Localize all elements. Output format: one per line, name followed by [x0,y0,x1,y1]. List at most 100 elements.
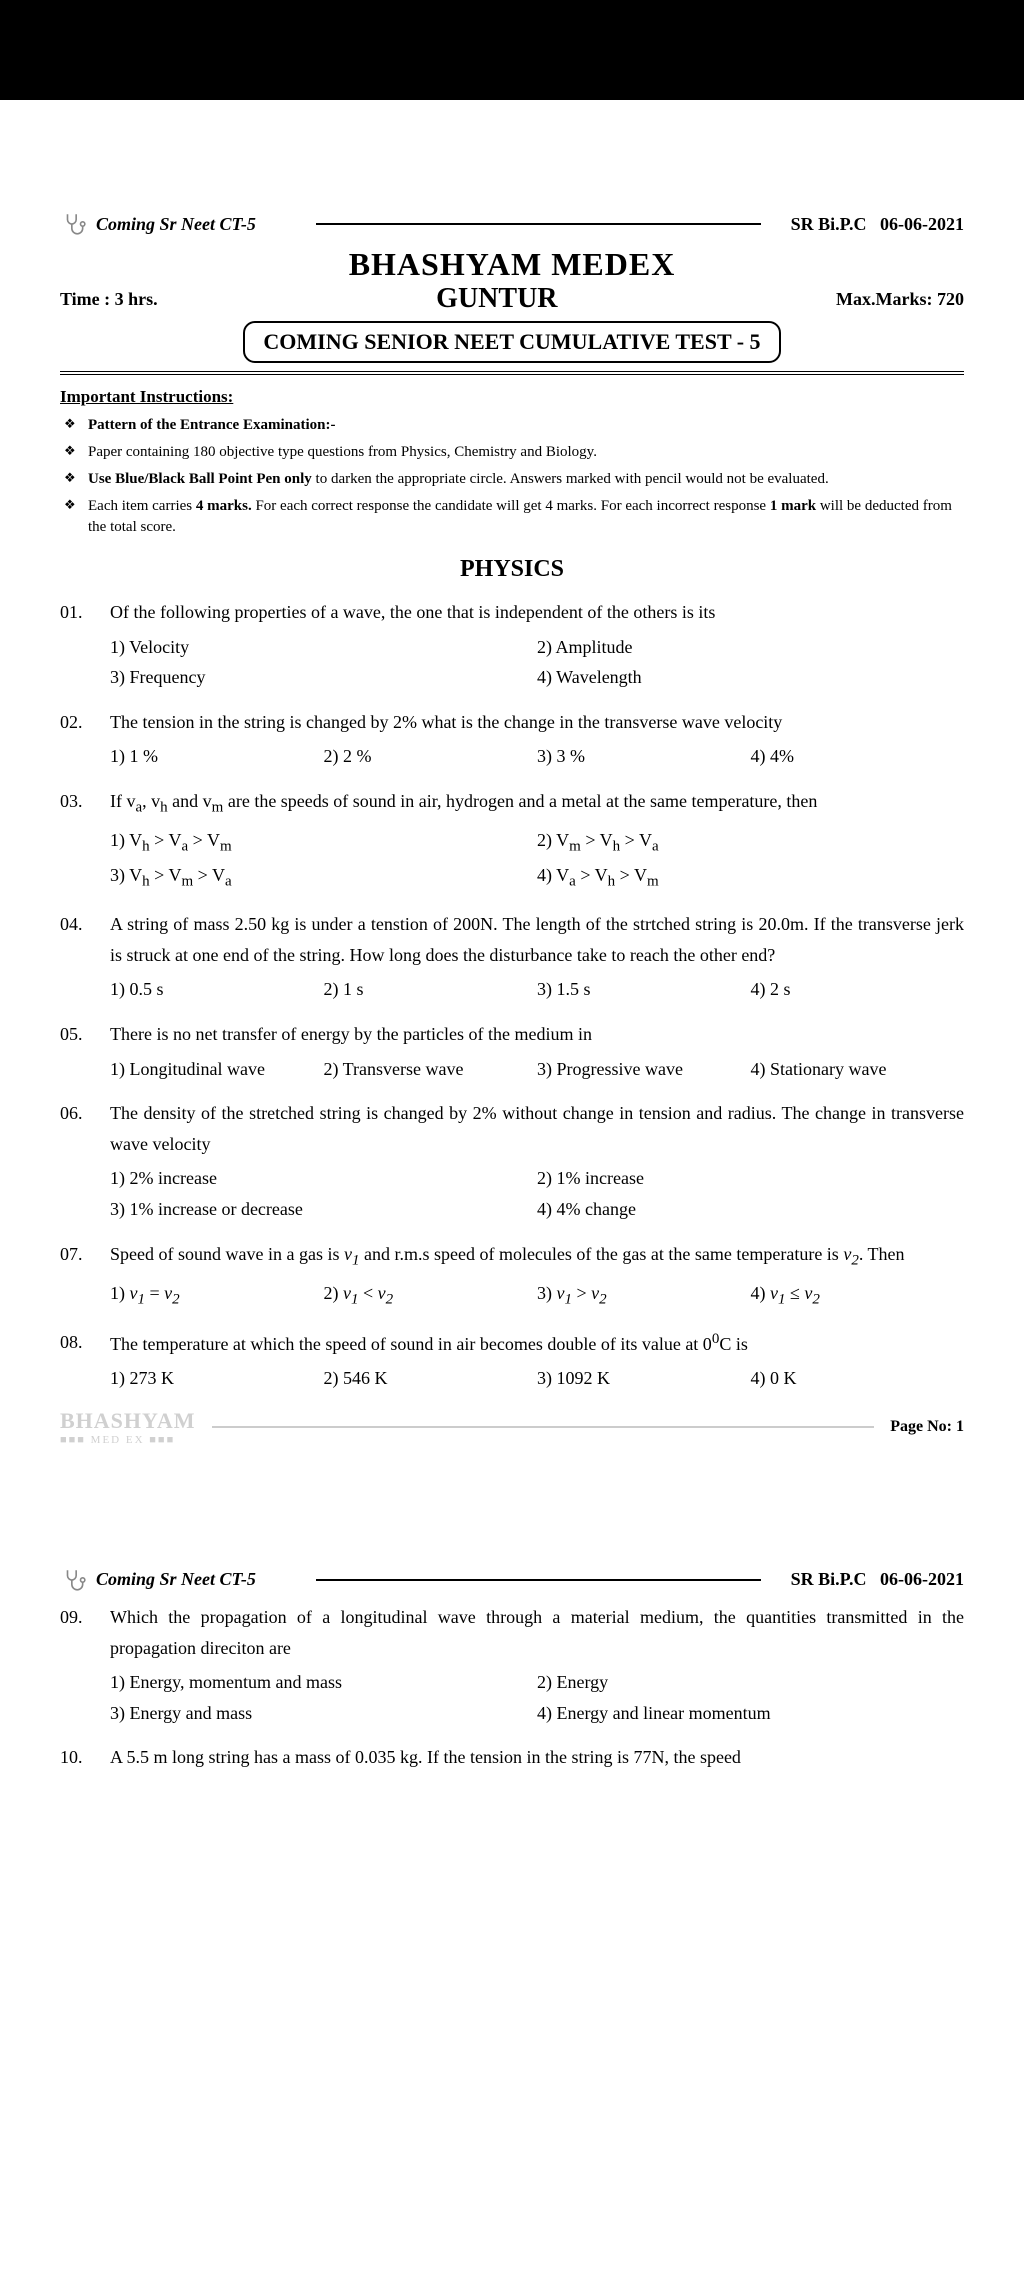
option: 4) Wavelength [537,662,964,693]
option: 3) 1092 K [537,1363,751,1394]
options-row: 1) v1 = v22) v1 < v23) v1 > v24) v1 ≤ v2 [110,1278,964,1313]
option: 3) v1 > v2 [537,1278,751,1313]
question-number: 07. [60,1239,110,1313]
option: 2) Energy [537,1667,964,1698]
header-right: SR Bi.P.C 06-06-2021 [791,1569,964,1590]
option: 2) 2 % [324,741,538,772]
instruction-text: Paper containing 180 objective type ques… [88,444,597,460]
question-body: A string of mass 2.50 kg is under a tens… [110,909,964,1005]
institution-title: BHASHYAM MEDEX [60,246,964,283]
question-number: 01. [60,597,110,693]
question-number: 05. [60,1019,110,1084]
section-title: PHYSICS [60,556,964,583]
question-text: The density of the stretched string is c… [110,1098,964,1159]
question-body: Which the propagation of a longitudinal … [110,1602,964,1728]
option: 1) Longitudinal wave [110,1054,324,1085]
page-gap [0,1476,1024,1556]
option: 4) 0 K [751,1363,965,1394]
instruction-text: For each correct response the candidate … [252,498,770,514]
option: 2) 546 K [324,1363,538,1394]
question: 04.A string of mass 2.50 kg is under a t… [60,909,964,1005]
question-number: 06. [60,1098,110,1224]
option: 3) 1% increase or decrease [110,1194,537,1225]
option: 1) v1 = v2 [110,1278,324,1313]
question: 05.There is no net transfer of energy by… [60,1019,964,1084]
question-body: The temperature at which the speed of so… [110,1327,964,1394]
header-code: SR Bi.P.C [791,1569,867,1589]
test-title: COMING SENIOR NEET CUMULATIVE TEST - 5 [243,321,780,363]
option: 4) Va > Vh > Vm [537,860,964,895]
option: 1) 273 K [110,1363,324,1394]
options-row: 1) 1 %2) 2 %3) 3 %4) 4% [110,741,964,772]
option: 3) Progressive wave [537,1054,751,1085]
top-black-band [0,0,1024,100]
option: 2) Transverse wave [324,1054,538,1085]
questions-container: 01.Of the following properties of a wave… [60,597,964,1394]
instructions-title: Important Instructions: [60,387,964,407]
max-marks-label: Max.Marks: 720 [836,289,964,310]
footer-line [212,1426,875,1428]
question-number: 03. [60,786,110,895]
question-text: Of the following properties of a wave, t… [110,597,964,628]
header-date: 06-06-2021 [880,214,964,234]
question-text: A string of mass 2.50 kg is under a tens… [110,909,964,970]
option: 2) 1 s [324,974,538,1005]
question-body: Of the following properties of a wave, t… [110,597,964,693]
question-body: Speed of sound wave in a gas is v1 and r… [110,1239,964,1313]
instruction-item: Each item carries 4 marks. For each corr… [60,496,964,538]
question: 09.Which the propagation of a longitudin… [60,1602,964,1728]
stethoscope-icon [60,1566,88,1594]
questions-container: 09.Which the propagation of a longitudin… [60,1602,964,1777]
instruction-item: Use Blue/Black Ball Point Pen only to da… [60,469,964,490]
option: 2) 1% increase [537,1163,964,1194]
option: 3) Energy and mass [110,1698,537,1729]
header-code: SR Bi.P.C [791,214,867,234]
options-row: 1) Velocity2) Amplitude3) Frequency4) Wa… [110,632,964,693]
option: 1) Energy, momentum and mass [110,1667,537,1698]
page-number: Page No: 1 [890,1418,964,1436]
divider-double [60,371,964,375]
instruction-bold: Use Blue/Black Ball Point Pen only [88,471,312,487]
question-number: 10. [60,1742,110,1777]
option: 1) 0.5 s [110,974,324,1005]
instruction-item: Paper containing 180 objective type ques… [60,442,964,463]
option: 1) 1 % [110,741,324,772]
page-1: Coming Sr Neet CT-5 SR Bi.P.C 06-06-2021… [0,200,1024,1476]
question-text: A 5.5 m long string has a mass of 0.035 … [110,1742,964,1773]
option: 4) v1 ≤ v2 [751,1278,965,1313]
question-number: 02. [60,707,110,772]
instructions-list: Pattern of the Entrance Examination:- Pa… [60,415,964,538]
footer-row: BHASHYAM ■■■ MED EX ■■■ Page No: 1 [60,1408,964,1446]
option: 1) 2% increase [110,1163,537,1194]
question: 03.If va, vh and vm are the speeds of so… [60,786,964,895]
test-title-wrap: COMING SENIOR NEET CUMULATIVE TEST - 5 [60,321,964,363]
question-text: There is no net transfer of energy by th… [110,1019,964,1050]
question-body: There is no net transfer of energy by th… [110,1019,964,1084]
header-row: Coming Sr Neet CT-5 SR Bi.P.C 06-06-2021 [60,210,964,238]
options-row: 1) Energy, momentum and mass2) Energy3) … [110,1667,964,1728]
page-2: Coming Sr Neet CT-5 SR Bi.P.C 06-06-2021… [0,1556,1024,1821]
watermark-sub: ■■■ MED EX ■■■ [60,1434,196,1446]
options-row: 1) 2% increase2) 1% increase3) 1% increa… [110,1163,964,1224]
question: 07.Speed of sound wave in a gas is v1 an… [60,1239,964,1313]
header-right: SR Bi.P.C 06-06-2021 [791,214,964,235]
question-number: 08. [60,1327,110,1394]
question-text: Which the propagation of a longitudinal … [110,1602,964,1663]
question-number: 04. [60,909,110,1005]
option: 3) Vh > Vm > Va [110,860,537,895]
header-row: Coming Sr Neet CT-5 SR Bi.P.C 06-06-2021 [60,1566,964,1594]
instruction-bold: 1 mark [770,498,816,514]
header-underline [316,223,761,225]
option: 4) Stationary wave [751,1054,965,1085]
options-row: 1) Longitudinal wave2) Transverse wave3)… [110,1054,964,1085]
time-marks-row: Time : 3 hrs. GUNTUR Max.Marks: 720 [60,283,964,315]
question-number: 09. [60,1602,110,1728]
option: 4) 4% [751,741,965,772]
header-underline [316,1579,761,1581]
question: 10.A 5.5 m long string has a mass of 0.0… [60,1742,964,1777]
stethoscope-icon [60,210,88,238]
watermark-text: BHASHYAM [60,1408,196,1434]
question-text: The temperature at which the speed of so… [110,1327,964,1360]
question-body: The density of the stretched string is c… [110,1098,964,1224]
question: 01.Of the following properties of a wave… [60,597,964,693]
